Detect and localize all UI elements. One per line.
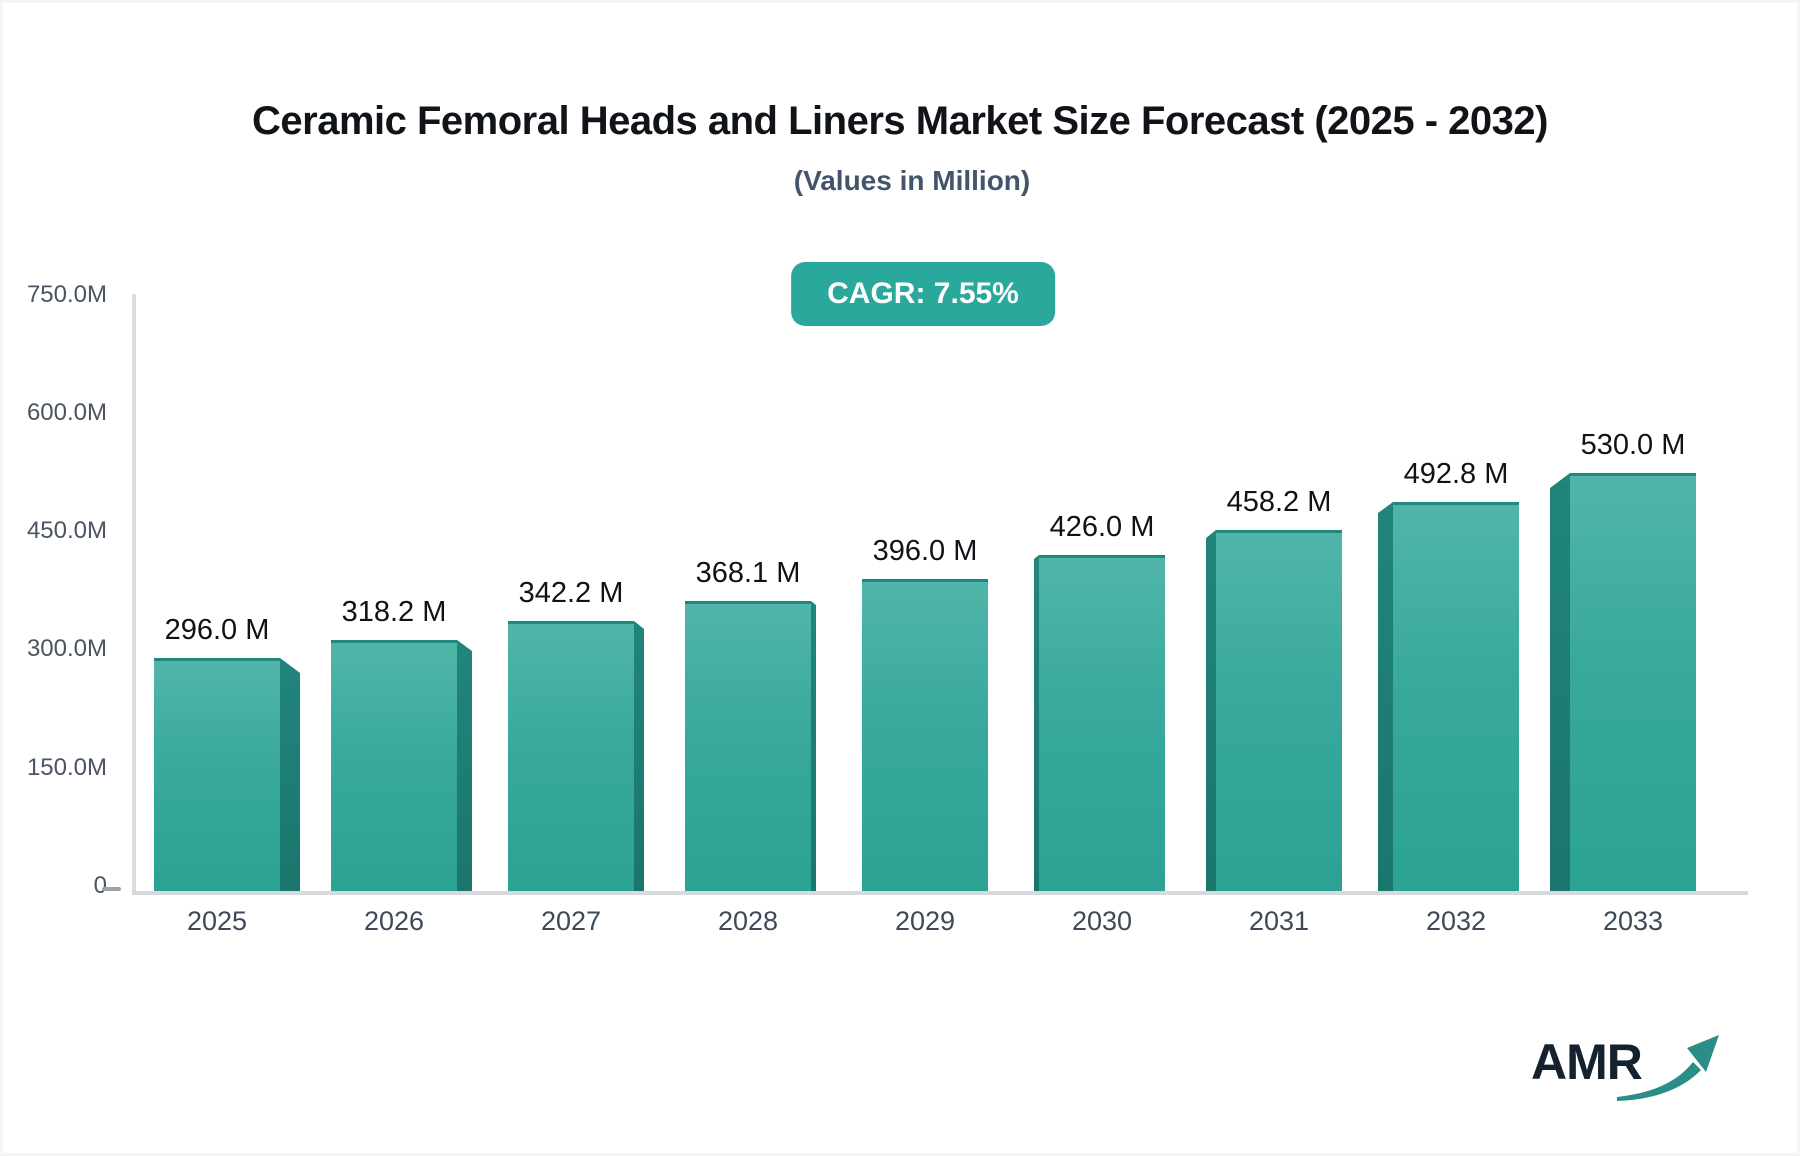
y-tick-label: 0	[93, 872, 107, 899]
x-tick-label: 2032	[1425, 906, 1487, 936]
x-tick-label: 2028	[717, 906, 779, 936]
bar-chart-plot: 750.0M 600.0M 450.0M 300.0M 150.0M 0 296.0 M 20…	[3, 3, 1797, 1153]
bar-side-face	[634, 621, 644, 891]
bar-2030	[1039, 555, 1165, 891]
bar-value-label: 530.0 M	[1580, 429, 1686, 461]
x-tick-label: 2030	[1071, 906, 1133, 936]
bar-side-face	[280, 658, 300, 891]
bar-2028	[685, 601, 811, 891]
cagr-badge: CAGR: 7.55%	[791, 262, 1055, 326]
bar-2033	[1570, 473, 1696, 891]
bar-2032	[1393, 502, 1519, 891]
bar-2027	[508, 621, 634, 891]
bar-side-face	[1550, 473, 1570, 891]
bar-side-face	[1034, 555, 1039, 891]
x-tick-label: 2025	[186, 906, 248, 936]
y-tick-label: 150.0M	[26, 753, 107, 781]
bar-2029	[862, 579, 988, 891]
bar-2025	[154, 658, 280, 891]
x-tick-label: 2026	[363, 906, 425, 936]
bar-2026	[331, 640, 457, 891]
y-tick-label: 450.0M	[26, 517, 107, 545]
bar-value-label: 296.0 M	[164, 614, 270, 646]
y-axis-line	[132, 294, 136, 895]
x-tick-label: 2029	[894, 906, 956, 936]
y-tick-label: 600.0M	[26, 398, 107, 426]
x-tick-label: 2031	[1248, 906, 1310, 936]
x-axis-baseline	[132, 891, 1748, 895]
bar-value-label: 342.2 M	[518, 577, 624, 609]
chart-subtitle: (Values in Million)	[793, 165, 1031, 196]
bar-side-face	[1378, 502, 1393, 891]
amr-logo-arrow-icon	[1617, 1035, 1719, 1101]
x-tick-label: 2033	[1602, 906, 1664, 936]
y-tick-label: 300.0M	[26, 635, 107, 663]
bar-value-label: 492.8 M	[1403, 458, 1509, 490]
bar-value-label: 318.2 M	[341, 596, 447, 628]
y-tick-label: 750.0M	[26, 280, 107, 308]
bar-value-label: 368.1 M	[695, 557, 801, 589]
bar-2031	[1216, 530, 1342, 891]
bar-side-face	[1206, 530, 1216, 891]
amr-logo: AMR	[1531, 1033, 1721, 1113]
bar-side-face	[811, 601, 816, 891]
zero-tick-mark	[102, 887, 121, 891]
bar-value-label: 426.0 M	[1049, 511, 1155, 543]
x-tick-label: 2027	[540, 906, 602, 936]
bar-value-label: 396.0 M	[872, 535, 978, 567]
amr-logo-text: AMR	[1531, 1034, 1643, 1090]
bar-value-label: 458.2 M	[1226, 486, 1332, 518]
bar-side-face	[457, 640, 472, 891]
chart-title: Ceramic Femoral Heads and Liners Market …	[252, 99, 1548, 143]
